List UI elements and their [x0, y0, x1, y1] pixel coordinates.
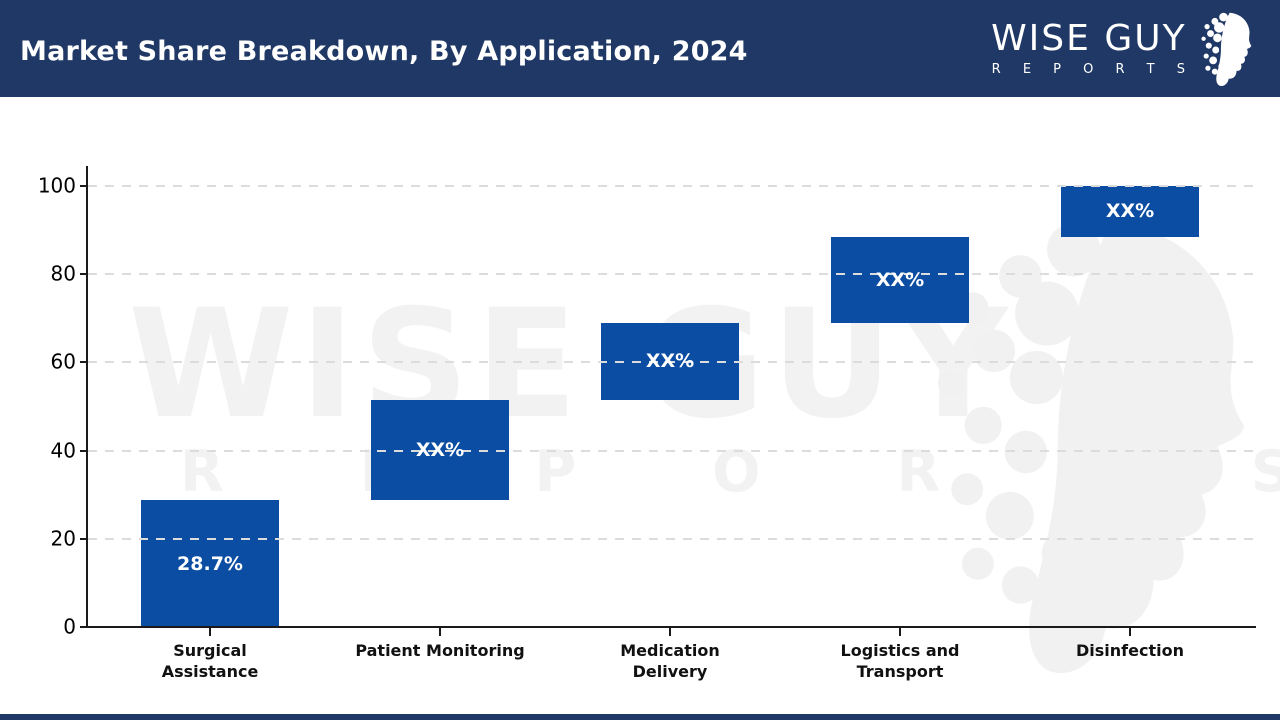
y-tick-label: 60	[50, 349, 76, 374]
y-axis-line	[86, 166, 88, 628]
y-tick-label: 80	[50, 261, 76, 286]
x-tick-mark	[209, 628, 211, 636]
bar-segment: XX%	[601, 322, 739, 400]
gridline	[88, 273, 1253, 276]
gridline	[88, 361, 1253, 364]
brand-name: WISE GUY	[991, 17, 1187, 59]
gridline	[88, 537, 1253, 540]
x-tick-mark	[669, 628, 671, 636]
x-tick-label: Logistics and Transport	[840, 641, 960, 681]
brand-subtitle: R E P O R T S	[991, 61, 1194, 77]
x-tick-label: Medication Delivery	[620, 641, 720, 681]
y-tick-label: 20	[50, 526, 76, 551]
bar-segment: 28.7%	[141, 500, 279, 627]
y-tick-mark	[80, 626, 88, 628]
x-tick-label: Surgical Assistance	[161, 641, 259, 681]
gridline	[88, 185, 1253, 187]
page-title: Market Share Breakdown, By Application, …	[20, 36, 748, 67]
x-axis-line	[86, 626, 1256, 628]
y-tick-label: 40	[50, 438, 76, 463]
bar-segment: XX%	[1061, 186, 1199, 237]
footer-bar	[0, 714, 1280, 720]
bar-value-label: XX%	[875, 268, 925, 291]
gridline	[88, 449, 1253, 452]
x-tick-mark	[1129, 628, 1131, 636]
y-tick-mark	[80, 185, 88, 187]
header-bar: Market Share Breakdown, By Application, …	[0, 0, 1280, 97]
brand-text: WISE GUY R E P O R T S	[984, 17, 1194, 77]
bar-value-label: XX%	[415, 439, 465, 462]
x-tick-label: Patient Monitoring	[355, 641, 525, 660]
brand-logo: WISE GUY R E P O R T S	[984, 9, 1258, 89]
bar-value-label: 28.7%	[177, 552, 243, 575]
y-tick-mark	[80, 537, 88, 540]
bar-segment: XX%	[831, 236, 969, 323]
y-tick-mark	[80, 449, 88, 452]
bar-value-label: XX%	[645, 350, 695, 373]
x-tick-mark	[899, 628, 901, 636]
x-tick-mark	[439, 628, 441, 636]
dotted-head-profile-icon	[1201, 12, 1252, 86]
bar-value-label: XX%	[1105, 200, 1155, 223]
x-tick-label: Disinfection	[1076, 641, 1184, 660]
y-tick-mark	[80, 273, 88, 276]
y-tick-mark	[80, 361, 88, 364]
y-tick-label: 0	[63, 614, 76, 639]
y-tick-label: 100	[37, 173, 76, 198]
